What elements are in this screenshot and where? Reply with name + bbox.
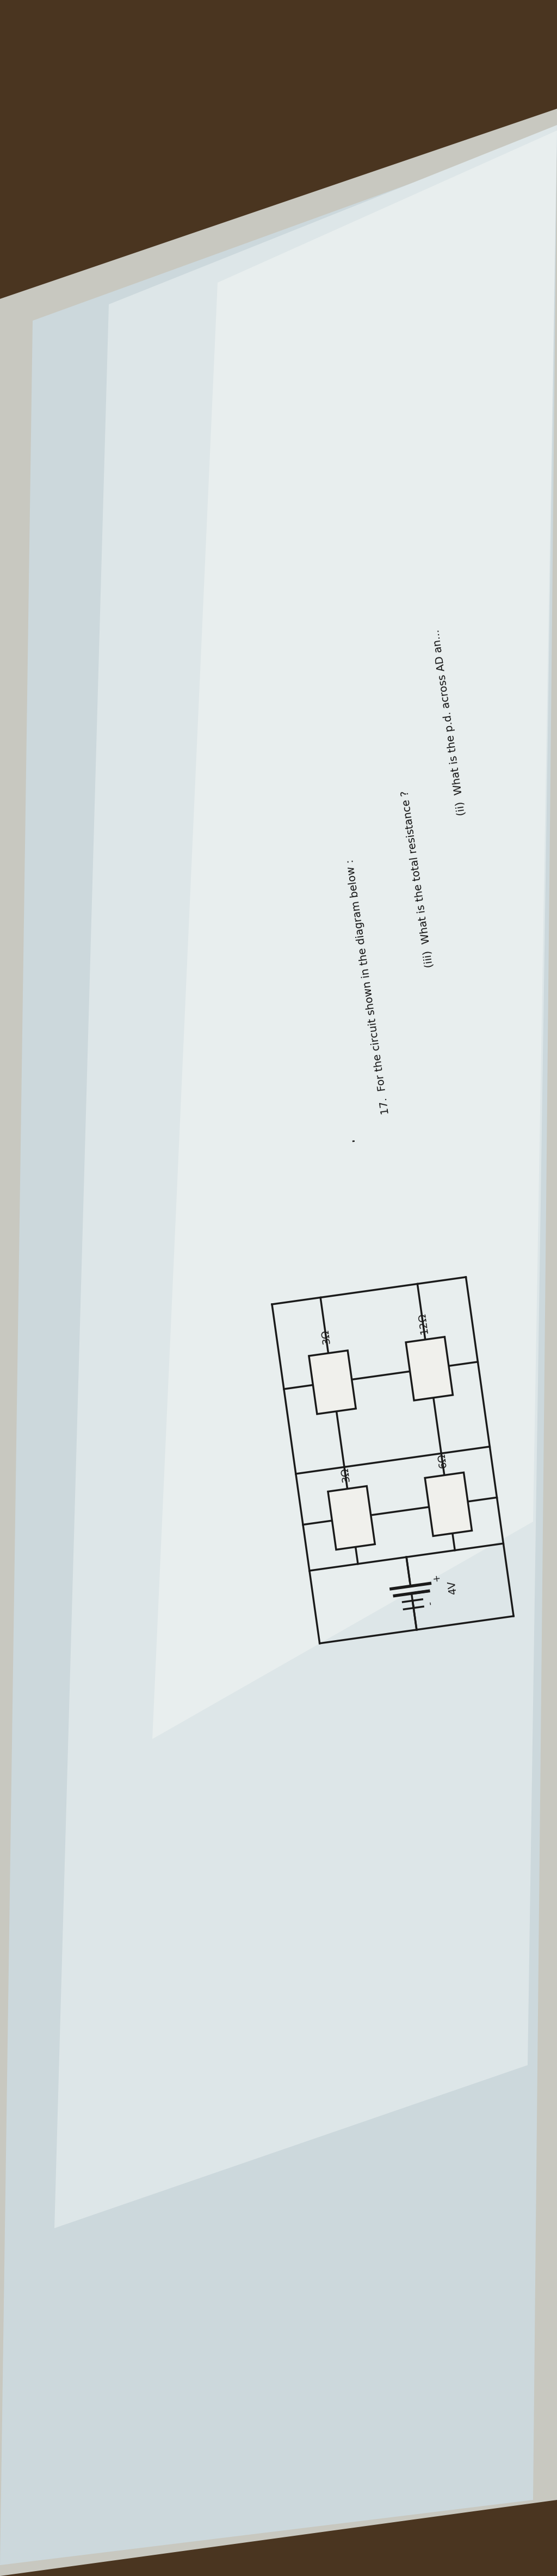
- Polygon shape: [328, 1486, 375, 1551]
- Polygon shape: [55, 126, 557, 2228]
- Text: +: +: [431, 1574, 442, 1582]
- Text: 12Ω: 12Ω: [416, 1311, 429, 1334]
- Text: 3Ω: 3Ω: [320, 1329, 332, 1345]
- Polygon shape: [425, 1473, 472, 1535]
- Polygon shape: [406, 1337, 453, 1401]
- Text: 6Ω: 6Ω: [436, 1453, 448, 1468]
- Text: (ii)  What is the p.d. across AD an...: (ii) What is the p.d. across AD an...: [431, 629, 467, 817]
- Polygon shape: [309, 1350, 356, 1414]
- Text: -: -: [425, 1600, 435, 1605]
- Polygon shape: [0, 131, 557, 2566]
- Text: 4V: 4V: [447, 1579, 459, 1595]
- Polygon shape: [152, 131, 557, 1739]
- Text: 3Ω: 3Ω: [339, 1466, 351, 1481]
- Polygon shape: [0, 108, 557, 2576]
- Text: .: .: [341, 1136, 357, 1144]
- Text: 17.  For the circuit shown in the diagram below :: 17. For the circuit shown in the diagram…: [345, 858, 392, 1115]
- Text: (iii)  What is the total resistance ?: (iii) What is the total resistance ?: [400, 791, 435, 969]
